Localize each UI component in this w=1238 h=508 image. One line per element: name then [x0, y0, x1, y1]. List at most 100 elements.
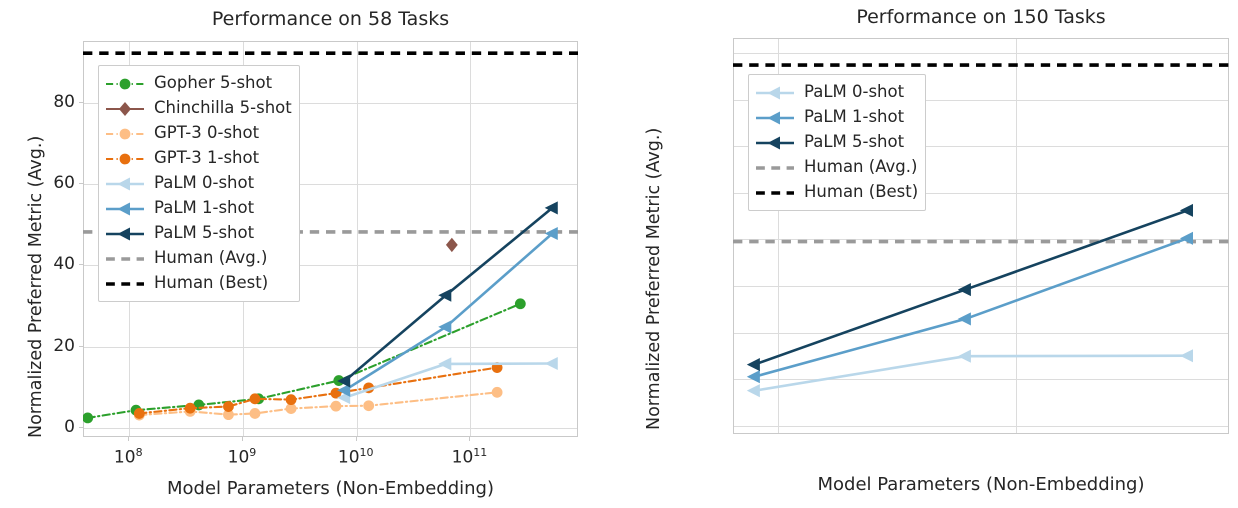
legend-item-label: Chinchilla 5-shot — [154, 98, 292, 118]
series-line — [86, 302, 522, 419]
legend-item[interactable]: PaLM 5-shot — [754, 130, 918, 155]
data-point-marker — [544, 226, 558, 241]
legend-item-label: GPT-3 0-shot — [154, 123, 260, 143]
x-tick-exponent: 9 — [249, 446, 257, 459]
data-point-marker — [438, 288, 452, 302]
legend-item[interactable]: Chinchilla 5-shot — [104, 96, 292, 121]
grid-line-horizontal — [734, 146, 1228, 148]
data-point-marker — [1179, 231, 1194, 245]
chart-panel-150-tasks: Performance on 150 Tasks Normalized Pref… — [620, 0, 1238, 508]
legend-key-icon — [754, 158, 796, 178]
y-tick-mark — [79, 183, 83, 185]
data-point-marker — [249, 408, 261, 419]
grid-line-horizontal — [84, 102, 577, 104]
legend-item[interactable]: PaLM 1-shot — [754, 105, 918, 130]
legend-key-icon — [104, 124, 146, 144]
data-point-marker — [957, 312, 971, 326]
legend-item[interactable]: Human (Avg.) — [104, 246, 292, 271]
data-point-marker — [330, 400, 342, 412]
legend-key-icon — [104, 174, 146, 194]
x-tick-exponent: 8 — [135, 446, 143, 459]
data-point-marker — [544, 201, 558, 215]
data-point-marker — [1179, 203, 1194, 217]
y-tick-mark — [79, 264, 83, 266]
legend-item-label: Human (Avg.) — [804, 157, 918, 177]
grid-line-horizontal — [84, 427, 577, 429]
data-point-marker — [184, 402, 196, 414]
series-line — [753, 209, 1189, 366]
x-tick-exponent: 11 — [473, 446, 488, 459]
legend-item[interactable]: PaLM 0-shot — [754, 80, 918, 105]
y-tick-label: 20 — [53, 335, 75, 356]
y-tick-label: 60 — [53, 173, 75, 194]
grid-line-horizontal — [734, 285, 1228, 287]
x-tick-mark — [469, 437, 471, 441]
data-point-marker — [363, 400, 375, 412]
x-tick-base: 10 — [227, 447, 250, 468]
data-point-marker — [285, 394, 297, 406]
y-tick-label: 40 — [53, 254, 75, 275]
plot-series-layer — [83, 41, 578, 437]
grid-line-horizontal — [84, 184, 577, 186]
y-tick-mark — [79, 101, 83, 103]
grid-line-vertical — [1015, 39, 1017, 433]
grid-line-horizontal — [84, 265, 577, 267]
data-point-marker — [337, 383, 351, 397]
data-point-marker — [1179, 349, 1194, 363]
legend-item[interactable]: Human (Best) — [754, 180, 918, 205]
legend-item[interactable]: PaLM 0-shot — [104, 171, 292, 196]
legend-item-label: Human (Best) — [154, 273, 269, 293]
legend-key-icon — [754, 133, 796, 153]
data-point-marker — [337, 374, 351, 388]
legend-item-label: Human (Avg.) — [154, 248, 268, 268]
data-point-marker — [223, 409, 234, 421]
legend-key-icon — [104, 99, 146, 119]
grid-line-horizontal — [734, 332, 1228, 334]
chart-legend[interactable]: Gopher 5-shot Chinchilla 5-shot GPT-3 0-sh… — [98, 65, 300, 302]
legend-item-label: PaLM 1-shot — [154, 198, 255, 218]
x-tick-label: 1010 — [338, 446, 374, 468]
data-point-marker — [491, 386, 503, 398]
legend-item[interactable]: GPT-3 1-shot — [104, 146, 292, 171]
legend-key-icon — [754, 108, 796, 128]
series-line — [138, 391, 499, 417]
legend-key-icon — [754, 83, 796, 103]
legend-item[interactable]: PaLM 1-shot — [104, 196, 292, 221]
grid-line-horizontal — [734, 52, 1228, 54]
series-line — [138, 366, 499, 415]
data-point-marker — [133, 408, 145, 419]
chart-legend[interactable]: PaLM 0-shot PaLM 1-shot PaLM 5-shot Human (… — [748, 74, 927, 211]
series-line — [753, 354, 1189, 392]
y-tick-label: 0 — [64, 416, 75, 437]
legend-item[interactable]: Gopher 5-shot — [104, 71, 292, 96]
legend-item[interactable]: Human (Avg.) — [754, 155, 918, 180]
grid-line-horizontal — [84, 346, 577, 348]
data-point-marker — [223, 401, 234, 412]
legend-key-icon — [104, 149, 146, 169]
y-tick-label: 80 — [53, 91, 75, 112]
legend-key-icon — [104, 199, 146, 219]
legend-item[interactable]: GPT-3 0-shot — [104, 121, 292, 146]
x-axis-label: Model Parameters (Non-Embedding) — [166, 478, 495, 499]
legend-item[interactable]: PaLM 5-shot — [104, 221, 292, 246]
legend-key-icon — [754, 183, 796, 203]
data-point-marker — [83, 412, 94, 424]
grid-line-vertical — [778, 39, 780, 433]
data-point-marker — [957, 349, 971, 363]
data-point-marker — [438, 320, 452, 334]
chart-panel-58-tasks: Performance on 58 Tasks Normalized Prefe… — [26, 8, 578, 499]
legend-key-icon — [104, 74, 146, 94]
data-point-marker — [746, 384, 760, 398]
legend-item-label: GPT-3 1-shot — [154, 148, 260, 168]
grid-line-horizontal — [734, 99, 1228, 101]
data-point-marker — [445, 237, 458, 253]
legend-item[interactable]: Human (Best) — [104, 271, 292, 296]
legend-key-icon — [104, 224, 146, 244]
grid-line-horizontal — [734, 192, 1228, 194]
x-axis-label: Model Parameters (Non-Embedding) — [817, 474, 1145, 495]
grid-line-vertical — [356, 42, 358, 436]
grid-line-horizontal — [734, 379, 1228, 381]
x-tick-base: 10 — [451, 447, 474, 468]
legend-key-icon — [104, 274, 146, 294]
